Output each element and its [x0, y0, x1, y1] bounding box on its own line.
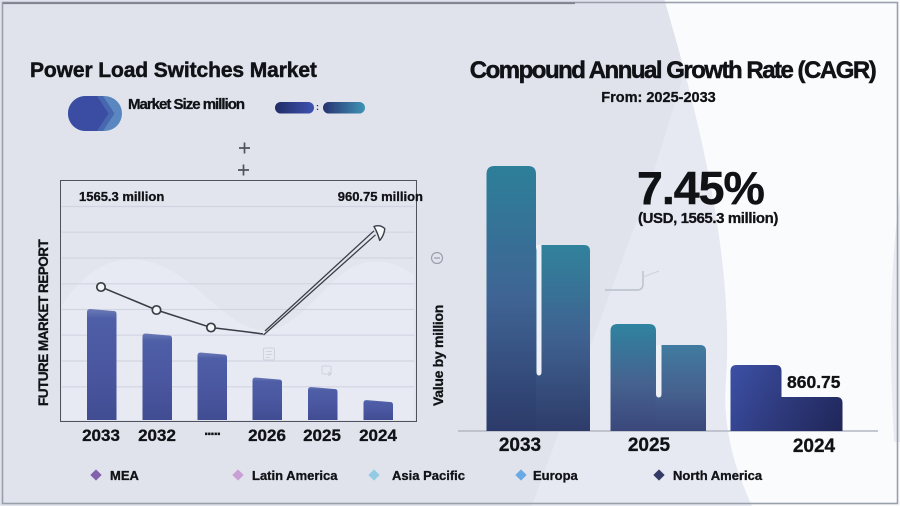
svg-text::: : [316, 102, 319, 112]
